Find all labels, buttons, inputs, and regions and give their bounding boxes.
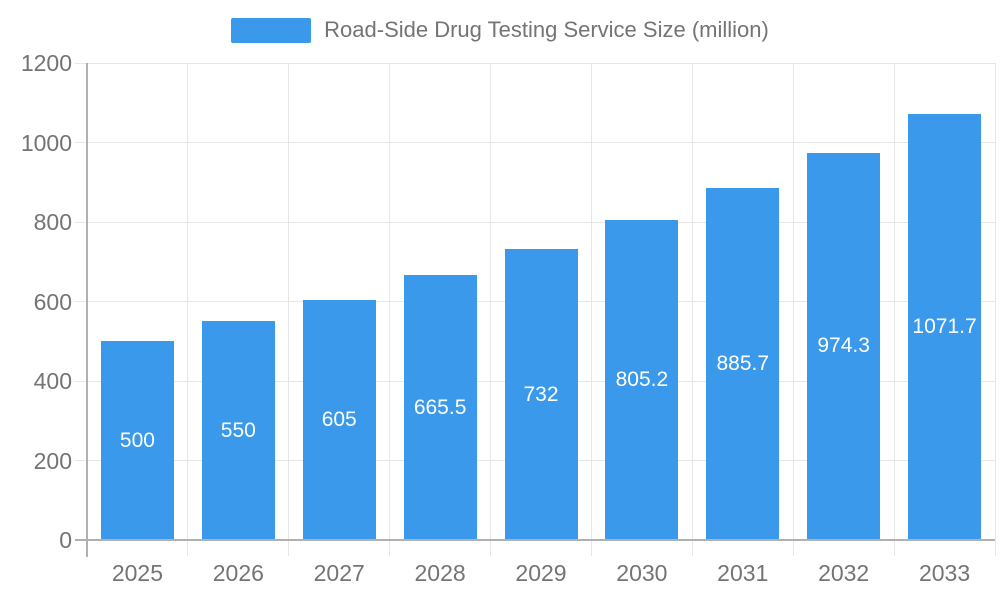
bar-2030[interactable]: 805.2: [605, 219, 679, 540]
y-tick-label: 1000: [20, 129, 72, 156]
x-axis-line: [75, 539, 995, 541]
bar-value-label: 805.2: [615, 367, 669, 391]
legend-swatch-icon: [231, 17, 312, 43]
y-tick-label: 600: [33, 288, 72, 315]
gridline-vertical: [490, 63, 492, 556]
y-axis-line: [86, 63, 88, 557]
bar-2033[interactable]: 1071.7: [908, 113, 982, 540]
gridline-horizontal: [75, 62, 995, 64]
bar-value-label: 885.7: [716, 351, 770, 375]
x-tick-label-2028: 2028: [414, 560, 466, 586]
bar-value-label: 732: [523, 382, 559, 406]
bar-value-label: 500: [119, 428, 155, 452]
legend-label: Road-Side Drug Testing Service Size (mil…: [324, 17, 769, 42]
gridline-horizontal: [75, 142, 995, 143]
bar-value-label: 605: [321, 407, 357, 431]
gridline-vertical: [691, 63, 693, 556]
y-tick-label: 200: [33, 447, 72, 474]
legend[interactable]: Road-Side Drug Testing Service Size (mil…: [0, 15, 1000, 45]
x-tick-label-2029: 2029: [515, 560, 567, 586]
bar-2025[interactable]: 500: [100, 341, 174, 540]
gridline-vertical: [187, 63, 189, 556]
bar-value-label: 974.3: [817, 334, 870, 358]
gridline-vertical: [389, 63, 391, 556]
y-tick-label: 0: [59, 527, 72, 553]
gridline-vertical: [288, 63, 290, 556]
gridline-vertical: [893, 63, 895, 556]
x-tick-label-2027: 2027: [313, 560, 365, 586]
bar-2031[interactable]: 885.7: [706, 187, 780, 540]
y-tick-label: 1200: [20, 50, 72, 76]
bar-2027[interactable]: 605: [302, 299, 376, 540]
x-tick-label-2025: 2025: [111, 560, 164, 586]
y-axis-labels: 0 200 400 600 800 1000 1200: [0, 0, 72, 600]
gridline-vertical: [792, 63, 794, 556]
bar-value-label: 1071.7: [912, 314, 977, 338]
y-tick-label: 800: [33, 209, 72, 235]
bar-2026[interactable]: 550: [201, 321, 275, 540]
bar-value-label: 665.5: [413, 395, 467, 419]
bar-value-label: 550: [220, 418, 256, 442]
bar-2029[interactable]: 732: [504, 249, 578, 540]
x-tick-label-2033: 2033: [918, 560, 971, 586]
y-tick-label: 400: [33, 368, 72, 394]
gridline-horizontal: [75, 221, 995, 223]
x-tick-label-2030: 2030: [616, 560, 668, 586]
x-tick-label-2026: 2026: [212, 560, 264, 586]
x-tick-label-2031: 2031: [717, 560, 769, 586]
bar-2032[interactable]: 974.3: [807, 152, 881, 540]
gridline-vertical: [590, 63, 592, 556]
x-tick-label-2032: 2032: [818, 560, 870, 586]
plot-area: 500 550 605 665.5 732 805.2 885.7 974.3 1071.7: [75, 62, 996, 556]
gridline-vertical: [994, 63, 996, 556]
bar-2028[interactable]: 665.5: [403, 275, 477, 540]
